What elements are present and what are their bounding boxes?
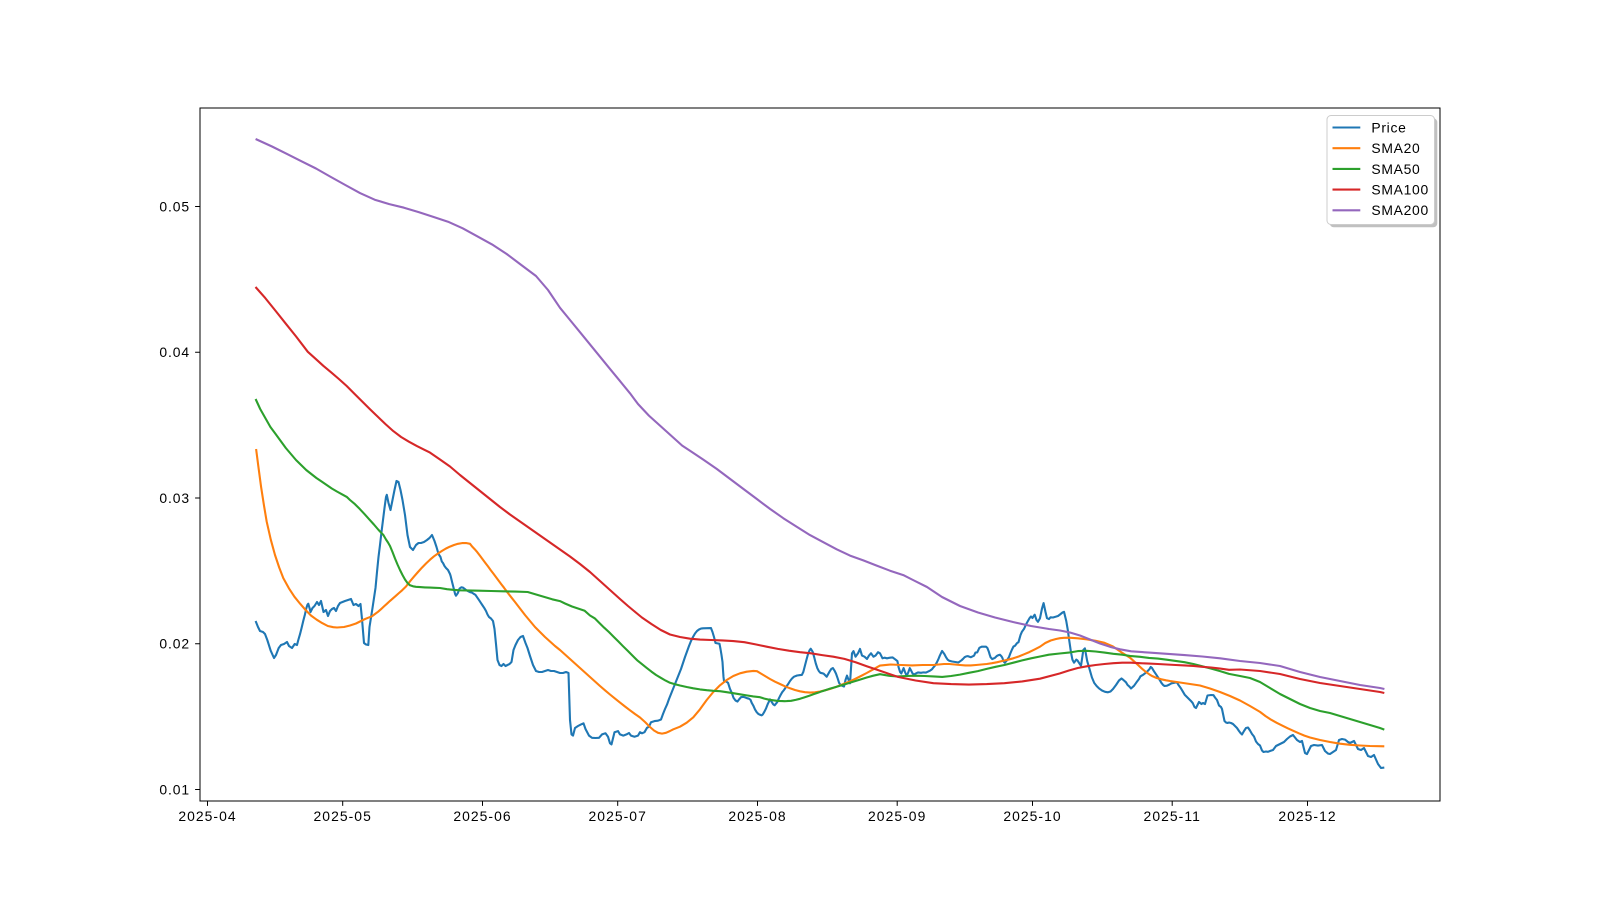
svg-text:0.04: 0.04 [159, 344, 190, 360]
svg-text:2025-04: 2025-04 [178, 808, 236, 824]
svg-text:0.01: 0.01 [159, 781, 190, 797]
svg-text:0.05: 0.05 [159, 198, 190, 214]
svg-text:2025-08: 2025-08 [728, 808, 786, 824]
svg-text:SMA200: SMA200 [1371, 202, 1428, 218]
svg-text:2025-05: 2025-05 [314, 808, 372, 824]
svg-text:SMA50: SMA50 [1371, 161, 1420, 177]
svg-text:0.02: 0.02 [159, 636, 190, 652]
svg-text:2025-06: 2025-06 [453, 808, 511, 824]
svg-text:SMA20: SMA20 [1371, 140, 1420, 156]
svg-text:2025-12: 2025-12 [1278, 808, 1336, 824]
svg-text:2025-07: 2025-07 [589, 808, 647, 824]
svg-text:SMA100: SMA100 [1371, 182, 1428, 198]
svg-text:2025-09: 2025-09 [868, 808, 926, 824]
svg-text:0.03: 0.03 [159, 490, 190, 506]
svg-text:Price: Price [1371, 119, 1406, 135]
svg-text:2025-10: 2025-10 [1003, 808, 1061, 824]
svg-text:2025-11: 2025-11 [1144, 808, 1201, 824]
